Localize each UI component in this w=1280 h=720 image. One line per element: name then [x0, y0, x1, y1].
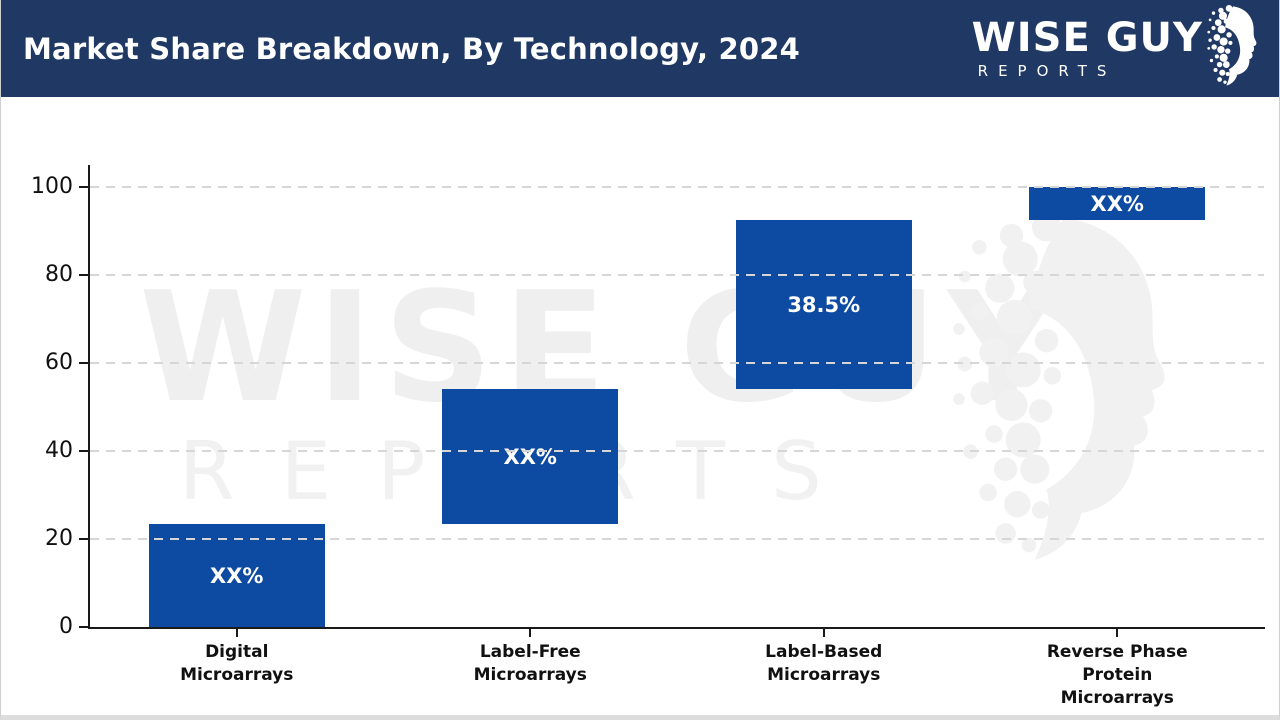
- bar-value-label: XX%: [210, 563, 264, 588]
- plot-area: XX% XX% 38.5% XX%: [90, 186, 1264, 627]
- x-tick-mark-2: [529, 629, 532, 637]
- y-tick-mark-100: [79, 186, 88, 188]
- y-axis-line: [88, 165, 90, 629]
- gridline-80: [90, 274, 1264, 276]
- y-tick-mark-0: [79, 626, 88, 628]
- bar-value-label: XX%: [503, 444, 557, 469]
- x-category-label-1: Digital Microarrays: [180, 642, 294, 685]
- bar-2: XX%: [442, 389, 619, 525]
- y-tick-mark-20: [79, 538, 88, 540]
- bar-value-label: XX%: [1090, 191, 1144, 216]
- dotted-face-profile-icon: [1191, 5, 1259, 93]
- header: Market Share Breakdown, By Technology, 2…: [1, 0, 1279, 97]
- x-category-label-4: Reverse Phase Protein Microarrays: [1046, 642, 1188, 708]
- y-tick-mark-80: [79, 274, 88, 276]
- y-tick-mark-40: [79, 450, 88, 452]
- y-tick-label-100: 100: [31, 174, 73, 199]
- bar-3: 38.5%: [735, 220, 912, 390]
- x-category-label-3: Label-Based Microarrays: [765, 642, 883, 685]
- logo-name: WISE GUY: [971, 14, 1203, 61]
- gridline-40: [90, 450, 1264, 452]
- y-tick-label-60: 60: [45, 350, 73, 375]
- bar-1: XX%: [148, 524, 325, 627]
- x-tick-mark-3: [822, 629, 825, 637]
- y-tick-label-0: 0: [59, 614, 73, 639]
- logo-subtitle: REPORTS: [977, 61, 1117, 80]
- page-title: Market Share Breakdown, By Technology, 2…: [23, 31, 801, 66]
- y-tick-label-80: 80: [45, 262, 73, 287]
- x-axis-line: [88, 627, 1265, 629]
- x-category-label-2: Label-Free Microarrays: [473, 642, 587, 685]
- y-tick-label-40: 40: [45, 438, 73, 463]
- logo-text: WISE GUY REPORTS: [972, 18, 1203, 80]
- wise-guy-reports-logo: WISE GUY REPORTS: [972, 5, 1259, 93]
- gridline-20: [90, 538, 1264, 540]
- gridline-60: [90, 362, 1264, 364]
- x-tick-mark-1: [235, 629, 238, 637]
- bar-value-label: 38.5%: [787, 292, 861, 317]
- x-tick-mark-4: [1116, 629, 1119, 637]
- gridline-100: [90, 186, 1264, 188]
- y-tick-mark-60: [79, 362, 88, 364]
- bar-4: XX%: [1029, 187, 1206, 220]
- y-tick-label-20: 20: [45, 526, 73, 551]
